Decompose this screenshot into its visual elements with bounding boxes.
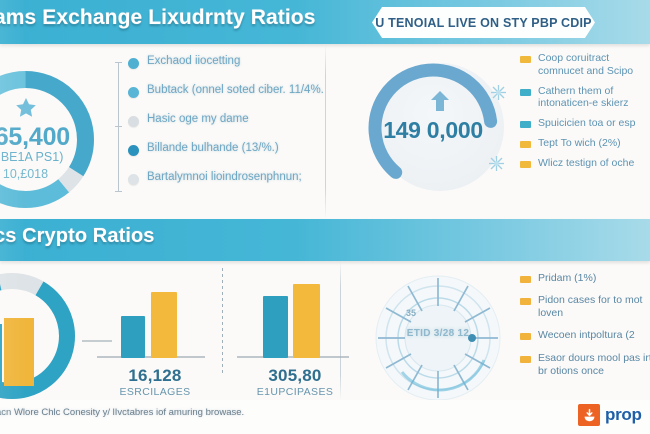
legend-item-label: Exchaod iiocetting: [147, 55, 241, 67]
crypto-donut-svg: [0, 273, 75, 399]
legend-item-label: Spuicicien toa or esp: [538, 117, 636, 130]
bar-group-esrcilages: 16,128 ESRCILAGES: [97, 278, 205, 398]
legend-item[interactable]: Esaor dours mool pas irt br otions once: [520, 352, 650, 378]
legend-item[interactable]: Wlicz testign of oche: [520, 157, 650, 170]
legend-item-label: Wecoen intpoltura (2: [538, 329, 635, 342]
legend-item[interactable]: Pridam (1%): [520, 272, 650, 285]
section-two-dashed-divider: [222, 268, 223, 373]
clock-center-text: ETID 3/28 12: [406, 328, 470, 339]
legend-item[interactable]: Spuicicien toa or esp: [520, 117, 650, 130]
legend-item-label: Tept To wich (2%): [538, 136, 621, 149]
bar: [151, 292, 177, 358]
section-one-banner: ams Exchange Lixudrnty Ratios U TENOIAL …: [0, 0, 650, 44]
brand-logo[interactable]: prop: [578, 404, 642, 426]
bar-group-etupcipases: 305,80 E1UPCIPASES: [237, 272, 349, 398]
growth-gauge: 149 0,000: [348, 55, 518, 205]
exchange-donut-svg: [0, 71, 94, 208]
legend-dot-icon: [128, 145, 139, 156]
legend-item-label: Cathern them of intonaticen-e skierz: [538, 84, 629, 110]
legend-item[interactable]: Billande bulhande (13/%.): [128, 142, 318, 162]
exchange-donut-sub: (HBE1A PS1): [0, 150, 64, 165]
legend-swatch-icon: [520, 56, 531, 63]
legend-item[interactable]: Bubtack (onnel soted ciber. 11/4%.: [128, 84, 324, 104]
gauge-arc-svg: [368, 63, 498, 193]
legend-item-label: Wlicz testign of oche: [538, 156, 635, 169]
ribbon-badge-label: U TENOIAL LIVE ON STY PBP CDIP: [375, 15, 592, 30]
section-two-body: [0, 261, 650, 400]
legend-item-label: Bubtack (onnel soted ciber. 11/4%.: [147, 84, 324, 96]
bar: [121, 316, 145, 358]
legend-item-label: Pidon cases for to mot loven: [538, 294, 643, 320]
legend-swatch-icon: [520, 355, 531, 363]
bar-group-caption: ESRCILAGES: [119, 386, 191, 398]
legend-item[interactable]: Exchaod iiocetting: [128, 55, 318, 75]
bar: [263, 296, 288, 358]
legend-dot-icon: [128, 116, 139, 127]
crypto-donut-chart: [0, 266, 82, 406]
legend-item[interactable]: Cathern them of intonaticen-e skierz: [520, 85, 650, 111]
legend-item-label: Esaor dours mool pas irt br otions once: [538, 351, 650, 377]
legend-swatch-icon: [520, 276, 531, 283]
bar: [293, 284, 320, 358]
bar-group-value: 305,80: [268, 366, 322, 385]
exchange-donut-sub2: 10,£018: [2, 166, 49, 181]
legend-rail: [115, 62, 122, 192]
legend-item-label: Bartalymnoi lioindrosenphnun;: [147, 171, 302, 183]
legend-dot-icon: [128, 174, 139, 185]
section-two-divider: [340, 261, 341, 400]
legend-dot-icon: [128, 87, 139, 98]
legend-swatch-icon: [520, 88, 531, 96]
exchange-legend: Exchaod iiocetting Bubtack (onnel soted …: [128, 55, 324, 200]
legend-item-label: Pridam (1%): [538, 272, 597, 284]
legend-item[interactable]: Coop coruitract comnucet and Scipo: [520, 52, 650, 78]
legend-item-label: Coop coruitract comnucet and Scipo: [538, 52, 634, 77]
exchange-donut-chart: 265,400 (HBE1A PS1) 10,£018: [0, 62, 103, 217]
radial-clock-chart: 35 ETID 3/28 12: [372, 272, 504, 404]
legend-swatch-icon: [520, 140, 531, 148]
legend-item[interactable]: Tept To wich (2%): [520, 137, 650, 150]
radial-clock-svg: [375, 275, 501, 401]
legend-dot-icon: [128, 58, 139, 69]
exchange-donut-center: 265,400 (HBE1A PS1) 10,£018: [0, 62, 103, 217]
footer-note: acn Wlore Chlc Conesity y/ lIvctabres io…: [0, 407, 245, 418]
rail-tick-mid: [115, 126, 122, 127]
star-icon: [15, 97, 37, 123]
legend-item-label: Hasic oge my dame: [147, 113, 249, 125]
arrow-up-icon: [428, 89, 452, 118]
sparkle-icon: [489, 156, 504, 176]
clock-small-label: 35: [406, 308, 417, 318]
ribbon-badge[interactable]: U TENOIAL LIVE ON STY PBP CDIP: [372, 7, 595, 38]
legend-item[interactable]: Pidon cases for to mot loven: [520, 294, 650, 320]
legend-swatch-icon: [520, 121, 531, 129]
section-two-title: cs Crypto Ratios: [0, 225, 155, 247]
section-two-banner: cs Crypto Ratios: [0, 219, 650, 261]
footer-bar: acn Wlore Chlc Conesity y/ lIvctabres io…: [0, 400, 650, 434]
brand-logo-text: prop: [605, 405, 642, 424]
section-one-divider: [325, 44, 326, 219]
section-one-body: [0, 44, 650, 219]
bar-group-caption: E1UPCIPASES: [256, 386, 334, 398]
legend-item[interactable]: Wecoen intpoltura (2: [520, 329, 650, 342]
exchange-donut-value: 265,400: [0, 122, 70, 151]
crypto-legend: Pridam (1%) Pidon cases for to mot loven…: [520, 272, 650, 387]
growth-legend: Coop coruitract comnucet and Scipo Cathe…: [520, 52, 650, 177]
legend-swatch-icon: [520, 298, 531, 306]
gauge-value: 149 0,000: [383, 117, 483, 143]
rail-tick-top: [115, 62, 122, 63]
sparkle-icon: [491, 85, 506, 105]
legend-item[interactable]: Bartalymnoi lioindrosenphnun;: [128, 171, 318, 191]
section-one-title: ams Exchange Lixudrnty Ratios: [0, 6, 316, 29]
rail-tick-bottom: [115, 191, 122, 192]
download-funnel-icon: [578, 404, 600, 426]
legend-item-label: Billande bulhande (13/%.): [147, 142, 279, 154]
legend-swatch-icon: [520, 333, 531, 341]
bar-group-value: 16,128: [128, 366, 182, 385]
bar-connector-dash: [82, 340, 112, 342]
legend-item[interactable]: Hasic oge my dame: [128, 113, 318, 133]
legend-swatch-icon: [520, 160, 531, 168]
